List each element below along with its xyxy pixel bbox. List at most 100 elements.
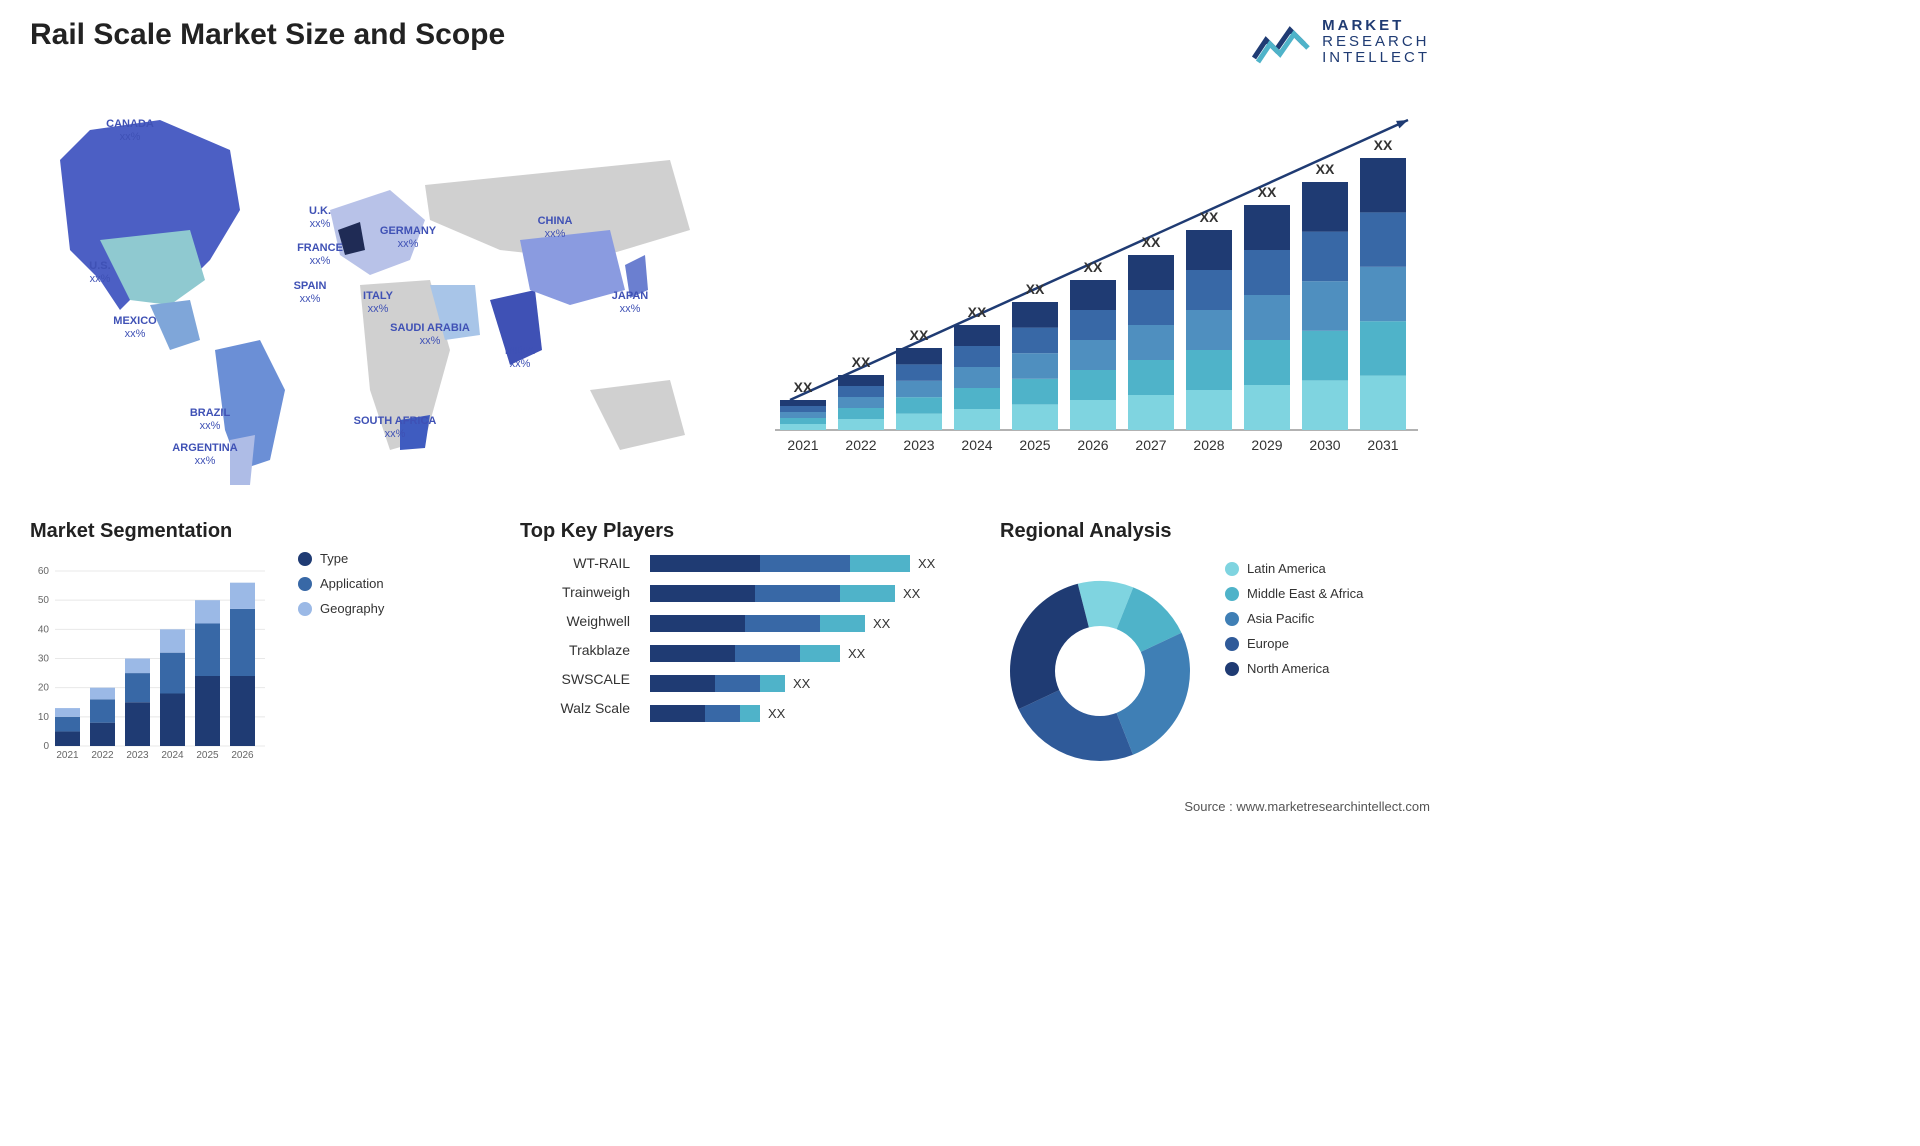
map-label-name: U.S.: [89, 260, 110, 272]
player-bar-segment: [760, 555, 850, 572]
player-bar-segment: [850, 555, 910, 572]
seg-ytick: 30: [38, 654, 50, 665]
growth-bar-value: XX: [1258, 184, 1277, 200]
legend-dot-icon: [1225, 662, 1239, 676]
legend-dot-icon: [1225, 562, 1239, 576]
growth-chart-svg: XX2021XX2022XX2023XX2024XX2025XX2026XX20…: [760, 90, 1430, 470]
legend-dot-icon: [1225, 587, 1239, 601]
map-label-name: MEXICO: [113, 315, 156, 327]
regional-legend-item: North America: [1225, 661, 1363, 676]
player-bar-segment: [650, 675, 715, 692]
regional-legend-label: Latin America: [1247, 561, 1326, 576]
growth-bar-year: 2024: [961, 437, 992, 453]
regional-legend-item: Middle East & Africa: [1225, 586, 1363, 601]
player-bar-row: XX: [650, 585, 980, 602]
seg-ytick: 10: [38, 712, 50, 723]
seg-legend-item: Type: [298, 551, 384, 566]
players-labels-col: WT-RAILTrainweighWeighwellTrakblazeSWSCA…: [520, 555, 630, 716]
player-bar-segment: [800, 645, 840, 662]
world-map-panel: CANADAxx%U.S.xx%MEXICOxx%BRAZILxx%ARGENT…: [30, 90, 710, 490]
map-label-pct: xx%: [309, 218, 331, 231]
source-line: Source : www.marketresearchintellect.com: [1184, 799, 1430, 814]
map-label-name: JAPAN: [612, 290, 648, 302]
map-label: ARGENTINAxx%: [172, 442, 237, 467]
map-label-name: BRAZIL: [190, 407, 230, 419]
map-label-name: SPAIN: [294, 280, 327, 292]
regional-legend-label: North America: [1247, 661, 1329, 676]
map-label-pct: xx%: [106, 131, 154, 144]
brand-line3: INTELLECT: [1322, 50, 1430, 66]
regional-donut: [1000, 551, 1200, 761]
legend-dot-icon: [298, 577, 312, 591]
brand-text: MARKET RESEARCH INTELLECT: [1322, 18, 1430, 65]
brand-line1: MARKET: [1322, 18, 1430, 34]
segmentation-legend: Type Application Geography: [298, 551, 384, 616]
growth-bar-year: 2029: [1251, 437, 1282, 453]
player-name: Trakblaze: [520, 642, 630, 658]
map-label-name: U.K.: [309, 205, 331, 217]
player-name: SWSCALE: [520, 671, 630, 687]
map-label-pct: xx%: [538, 228, 573, 241]
map-label-name: SAUDI ARABIA: [390, 322, 470, 334]
seg-ytick: 40: [38, 624, 50, 635]
player-bar-segment: [705, 705, 740, 722]
growth-bar-year: 2023: [903, 437, 934, 453]
player-bar-segment: [650, 645, 735, 662]
growth-bar-value: XX: [1026, 281, 1045, 297]
growth-bar-value: XX: [910, 327, 929, 343]
map-label-pct: xx%: [190, 420, 230, 433]
seg-year-label: 2025: [196, 750, 219, 761]
map-label-name: ARGENTINA: [172, 442, 237, 454]
growth-bar-value: XX: [1142, 234, 1161, 250]
map-label: U.S.xx%: [89, 260, 110, 285]
players-bars-col: XXXXXXXXXXXX: [650, 555, 980, 722]
player-bar: [650, 675, 785, 692]
map-label-name: SOUTH AFRICA: [354, 415, 437, 427]
seg-legend-item: Geography: [298, 601, 384, 616]
seg-ytick: 0: [43, 741, 49, 752]
player-bar-segment: [650, 705, 705, 722]
player-bar-segment: [760, 675, 785, 692]
map-label-pct: xx%: [612, 303, 648, 316]
map-label: JAPANxx%: [612, 290, 648, 315]
growth-bar-year: 2026: [1077, 437, 1108, 453]
legend-dot-icon: [298, 552, 312, 566]
growth-bar-year: 2030: [1309, 437, 1340, 453]
map-label: GERMANYxx%: [380, 225, 436, 250]
growth-bar-value: XX: [1374, 137, 1393, 153]
player-bar: [650, 615, 865, 632]
regional-legend-label: Europe: [1247, 636, 1289, 651]
player-bar-row: XX: [650, 555, 980, 572]
map-label-name: ITALY: [363, 290, 393, 302]
map-label-name: INDIA: [505, 345, 535, 357]
segmentation-title: Market Segmentation: [30, 520, 430, 543]
map-label-pct: xx%: [363, 303, 393, 316]
seg-legend-item: Application: [298, 576, 384, 591]
regional-legend-item: Latin America: [1225, 561, 1363, 576]
player-bar-segment: [650, 585, 755, 602]
map-label: SPAINxx%: [294, 280, 327, 305]
key-players-panel: Top Key Players WT-RAILTrainweighWeighwe…: [520, 520, 980, 790]
growth-bar-year: 2027: [1135, 437, 1166, 453]
map-label: SOUTH AFRICAxx%: [354, 415, 437, 440]
player-name: Trainweigh: [520, 584, 630, 600]
player-bar-segment: [650, 615, 745, 632]
growth-bar-year: 2022: [845, 437, 876, 453]
map-label-pct: xx%: [297, 255, 343, 268]
map-label-pct: xx%: [172, 455, 237, 468]
player-bar-segment: [715, 675, 760, 692]
player-name: Walz Scale: [520, 700, 630, 716]
player-value: XX: [848, 646, 865, 661]
regional-legend-label: Asia Pacific: [1247, 611, 1314, 626]
player-bar-row: XX: [650, 705, 980, 722]
map-label: BRAZILxx%: [190, 407, 230, 432]
player-value: XX: [918, 556, 935, 571]
growth-bar-value: XX: [1200, 209, 1219, 225]
map-label-pct: xx%: [380, 238, 436, 251]
map-label-name: CHINA: [538, 215, 573, 227]
map-label: SAUDI ARABIAxx%: [390, 322, 470, 347]
map-label-pct: xx%: [294, 293, 327, 306]
seg-year-label: 2022: [91, 750, 114, 761]
map-label-name: GERMANY: [380, 225, 436, 237]
player-name: Weighwell: [520, 613, 630, 629]
